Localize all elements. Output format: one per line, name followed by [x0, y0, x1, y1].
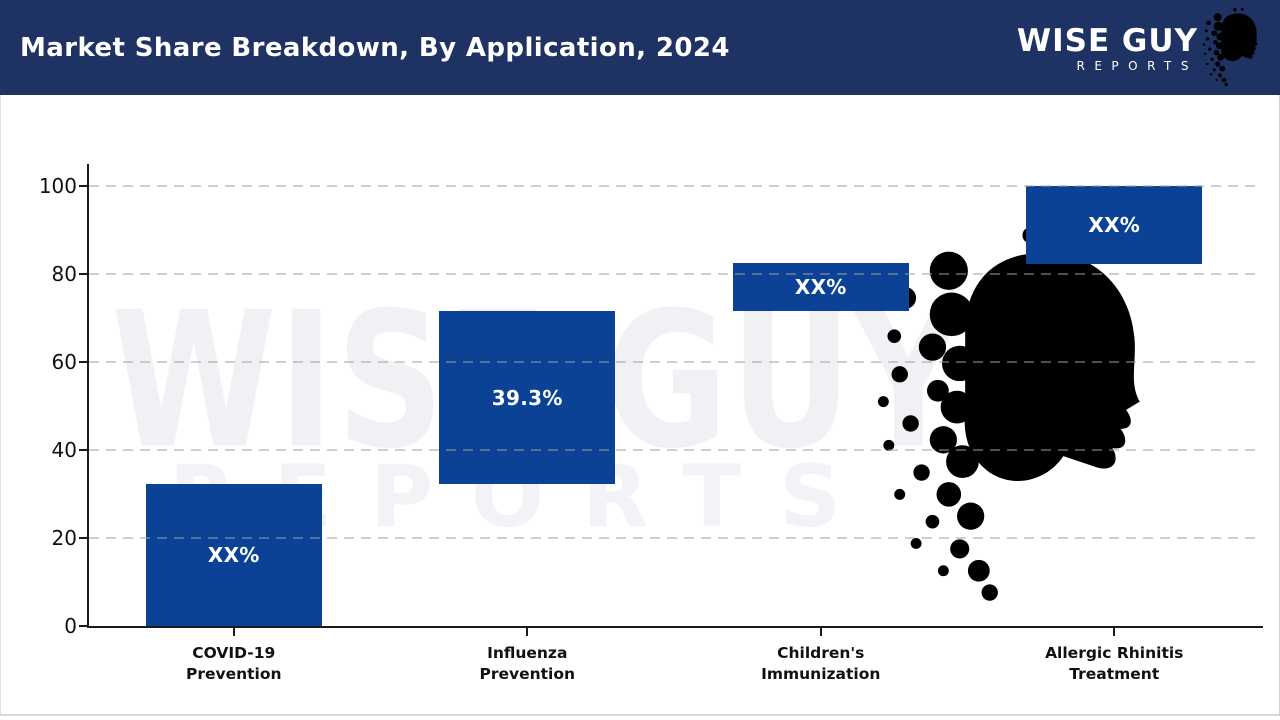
x-axis-spine	[87, 626, 1263, 628]
bar-1: XX%	[145, 484, 322, 626]
watermark-head-icon	[877, 227, 1140, 601]
y-tick-mark-0	[79, 625, 87, 627]
bar-value-label: 39.3%	[491, 385, 563, 410]
x-tick-label-line: Treatment	[1069, 665, 1160, 683]
x-tick-mark-3	[819, 628, 822, 636]
y-tick-label-80: 80	[51, 262, 77, 286]
gridline-60	[89, 361, 1261, 363]
logo-head-icon	[1202, 8, 1258, 87]
x-tick-label-4: Allergic Rhinitis Treatment	[999, 643, 1229, 685]
header-bar: Market Share Breakdown, By Application, …	[0, 0, 1280, 95]
x-tick-label-3: Children's Immunization	[706, 643, 936, 685]
logo-wordmark-main: WISE GUY	[1016, 22, 1198, 59]
bar-2: 39.3%	[439, 311, 616, 485]
bar-value-label: XX%	[207, 543, 260, 568]
x-tick-label-1: COVID-19 Prevention	[119, 643, 349, 685]
y-tick-label-40: 40	[51, 438, 77, 462]
y-tick-label-20: 20	[51, 526, 77, 550]
x-tick-label-line: COVID-19	[192, 644, 276, 662]
bar-value-label: XX%	[1088, 212, 1141, 237]
y-axis-spine	[87, 164, 89, 628]
y-tick-mark-20	[79, 537, 87, 539]
x-tick-mark-1	[232, 628, 235, 636]
y-tick-label-0: 0	[64, 614, 77, 638]
y-tick-mark-40	[79, 449, 87, 451]
x-tick-label-line: Immunization	[761, 665, 881, 683]
logo-wordmark: WISE GUY REPORTS	[1017, 24, 1198, 73]
gridline-100	[89, 185, 1261, 187]
x-tick-label-line: Allergic Rhinitis	[1045, 644, 1184, 662]
logo-wordmark-sub: REPORTS	[1076, 58, 1198, 73]
bar-value-label: XX%	[794, 274, 847, 299]
chart-area: WISE GUY REPORTS 0 20 40 60 80 100 XX% 39.3% XX%…	[0, 95, 1280, 716]
y-tick-mark-60	[79, 361, 87, 363]
wise-guy-logo: WISE GUY REPORTS	[1017, 7, 1264, 89]
page-title: Market Share Breakdown, By Application, …	[20, 32, 730, 63]
y-tick-mark-80	[79, 273, 87, 275]
y-tick-label-60: 60	[51, 350, 77, 374]
x-tick-label-line: Children's	[777, 644, 865, 662]
y-tick-mark-100	[79, 185, 87, 187]
gridline-20	[89, 537, 1261, 539]
x-tick-label-line: Prevention	[479, 665, 576, 683]
x-tick-mark-4	[1113, 628, 1116, 636]
gridline-40	[89, 449, 1261, 451]
x-tick-mark-2	[526, 628, 529, 636]
bar-4: XX%	[1026, 186, 1203, 264]
bar-3: XX%	[732, 263, 909, 311]
gridline-80	[89, 273, 1261, 275]
x-tick-label-line: Influenza	[487, 644, 568, 662]
y-tick-label-100: 100	[38, 174, 77, 198]
x-tick-label-line: Prevention	[185, 665, 282, 683]
x-tick-label-2: Influenza Prevention	[412, 643, 642, 685]
